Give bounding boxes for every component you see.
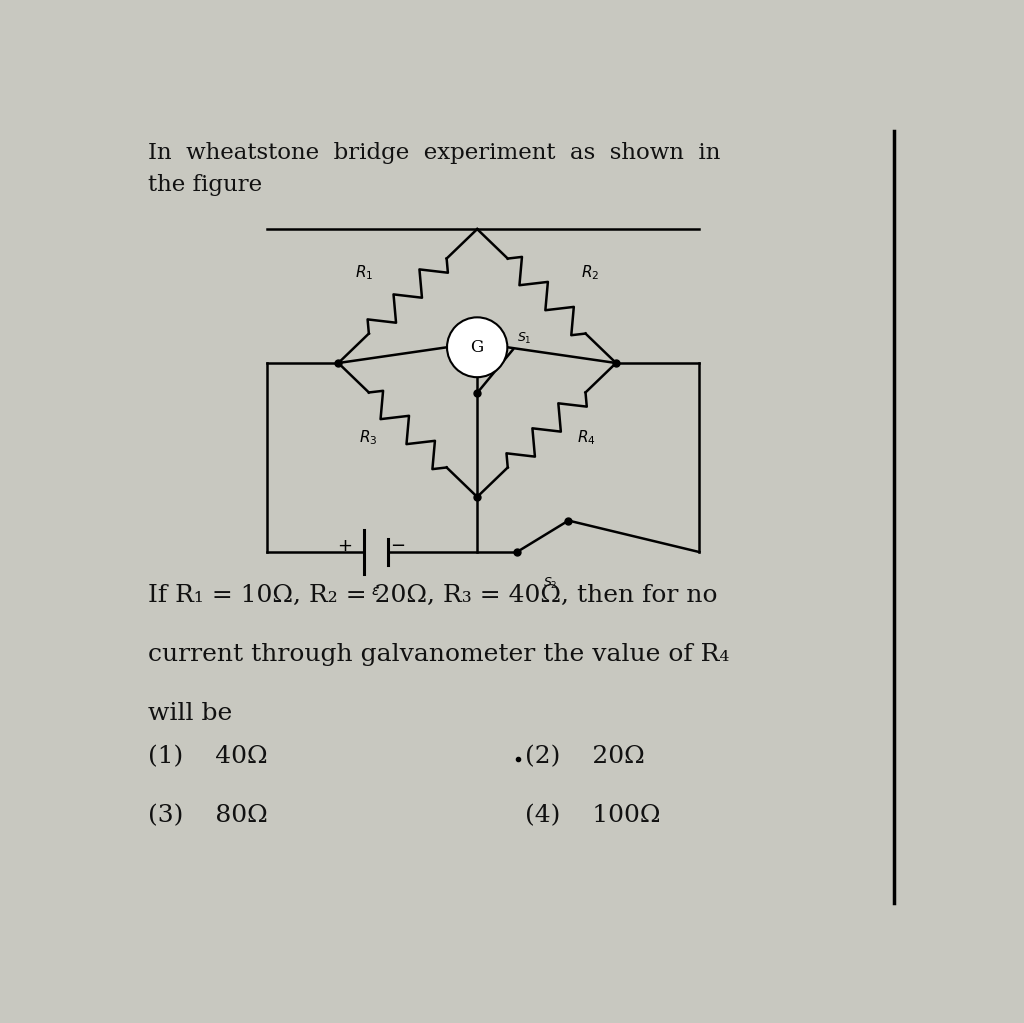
Text: $R_4$: $R_4$ <box>577 429 596 447</box>
Text: G: G <box>471 339 483 356</box>
Text: (3)    80Ω: (3) 80Ω <box>147 804 267 828</box>
Text: If R₁ = 10Ω, R₂ = 20Ω, R₃ = 40Ω, then for no: If R₁ = 10Ω, R₂ = 20Ω, R₃ = 40Ω, then fo… <box>147 583 718 607</box>
Circle shape <box>447 317 507 377</box>
Text: $R_2$: $R_2$ <box>582 263 599 281</box>
Text: $S_2$: $S_2$ <box>544 576 558 591</box>
Text: (4)    100Ω: (4) 100Ω <box>524 804 660 828</box>
Text: will be: will be <box>147 702 232 724</box>
Text: In  wheatstone  bridge  experiment  as  shown  in: In wheatstone bridge experiment as shown… <box>147 142 720 165</box>
Text: $S_1$: $S_1$ <box>517 330 531 346</box>
Text: (2)    20Ω: (2) 20Ω <box>524 745 644 768</box>
Text: (1)    40Ω: (1) 40Ω <box>147 745 267 768</box>
Text: $\varepsilon$: $\varepsilon$ <box>371 583 380 597</box>
Text: −: − <box>390 537 406 554</box>
Text: the figure: the figure <box>147 174 262 196</box>
Text: +: + <box>337 537 352 554</box>
Text: $R_1$: $R_1$ <box>355 263 374 281</box>
Text: current through galvanometer the value of R₄: current through galvanometer the value o… <box>147 642 729 666</box>
Text: $R_3$: $R_3$ <box>358 429 377 447</box>
